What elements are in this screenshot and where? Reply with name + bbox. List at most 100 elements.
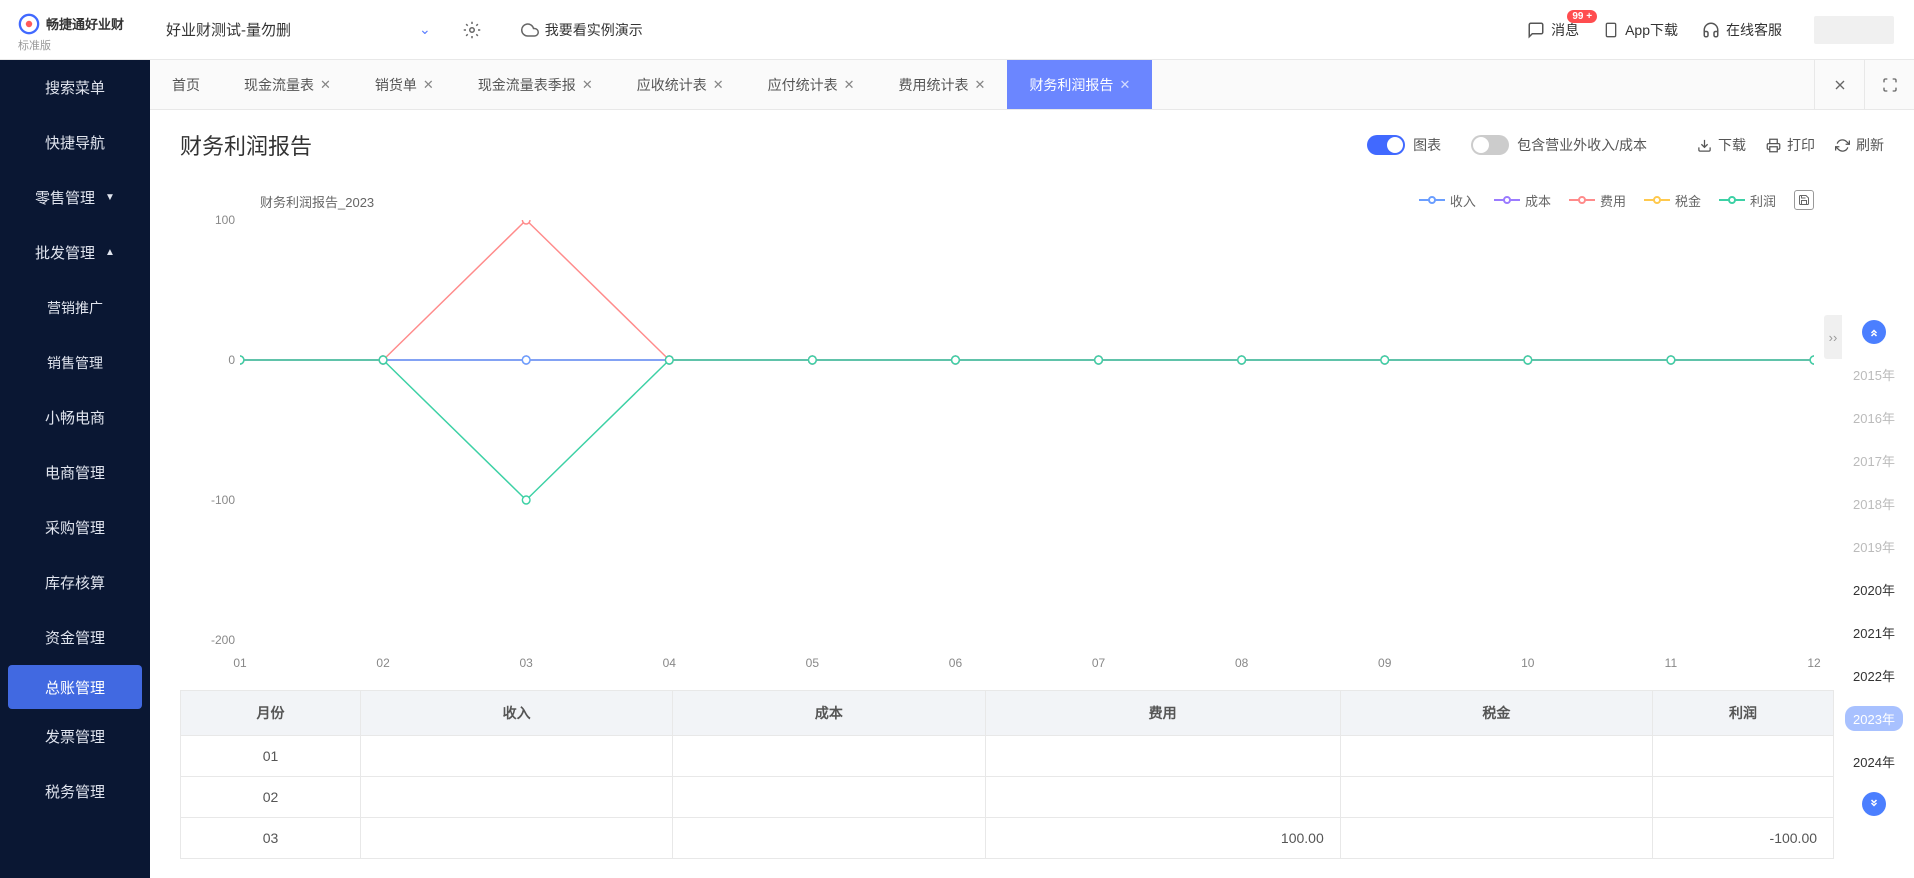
legend-label: 成本 xyxy=(1525,191,1551,210)
legend-item-profit[interactable]: 利润 xyxy=(1719,191,1776,210)
close-icon[interactable]: ✕ xyxy=(1119,77,1130,93)
refresh-icon xyxy=(1835,138,1850,153)
sidebar-item-label: 电商管理 xyxy=(45,462,105,483)
chart-toggle[interactable] xyxy=(1367,135,1405,155)
chart-plot-area xyxy=(240,220,1814,640)
year-selector: 2015年 2016年 2017年 2018年 2019年 2020年 2021年 2022年… xyxy=(1844,320,1904,816)
year-item-2024年[interactable]: 2024年 xyxy=(1845,749,1903,774)
cloud-icon xyxy=(521,21,539,39)
year-item-2019年[interactable]: 2019年 xyxy=(1845,534,1903,559)
sidebar-item-label: 零售管理 xyxy=(35,187,95,208)
legend-item-tax[interactable]: 税金 xyxy=(1644,191,1701,210)
avatar[interactable] xyxy=(1814,16,1894,44)
year-item-2023年[interactable]: 2023年 xyxy=(1845,706,1903,731)
table-cell xyxy=(986,736,1341,776)
sidebar-item-7[interactable]: 电商管理 xyxy=(0,445,150,500)
chart-title: 财务利润报告_2023 xyxy=(260,192,374,211)
sidebar-item-0[interactable]: 搜索菜单 xyxy=(0,60,150,115)
y-axis-label: 100 xyxy=(180,213,235,227)
legend-label: 费用 xyxy=(1600,191,1626,210)
tab-2[interactable]: 销货单✕ xyxy=(353,60,456,109)
x-axis-label: 11 xyxy=(1665,656,1677,670)
legend-item-expense[interactable]: 费用 xyxy=(1569,191,1626,210)
tab-0[interactable]: 首页 xyxy=(150,60,222,109)
x-axis-label: 05 xyxy=(806,656,819,670)
tab-7[interactable]: 财务利润报告✕ xyxy=(1007,60,1152,109)
sidebar-item-3[interactable]: 批发管理▲ xyxy=(0,225,150,280)
logo-area: 畅捷通好业财 标准版 xyxy=(0,7,150,53)
sidebar-item-11[interactable]: 总账管理 xyxy=(8,665,142,709)
refresh-button[interactable]: 刷新 xyxy=(1835,135,1884,155)
year-item-2015年[interactable]: 2015年 xyxy=(1845,362,1903,387)
sidebar-item-12[interactable]: 发票管理 xyxy=(0,709,150,764)
online-service-button[interactable]: 在线客服 xyxy=(1702,20,1782,40)
fullscreen-icon xyxy=(1882,77,1898,93)
include-external-toggle[interactable] xyxy=(1471,135,1509,155)
table-header-cell: 成本 xyxy=(673,691,985,735)
table-row: 01 xyxy=(181,736,1833,777)
mobile-icon xyxy=(1603,22,1619,38)
sidebar-item-label: 营销推广 xyxy=(47,298,103,318)
download-button[interactable]: 下载 xyxy=(1697,135,1746,155)
close-icon[interactable]: ✕ xyxy=(582,77,593,93)
refresh-label: 刷新 xyxy=(1856,135,1884,155)
close-icon[interactable]: ✕ xyxy=(844,77,855,93)
year-item-2021年[interactable]: 2021年 xyxy=(1845,620,1903,645)
sidebar-item-1[interactable]: 快捷导航 xyxy=(0,115,150,170)
download-label: 下载 xyxy=(1718,135,1746,155)
tab-3[interactable]: 现金流量表季报✕ xyxy=(456,60,615,109)
table-cell xyxy=(1341,736,1653,776)
close-icon[interactable]: ✕ xyxy=(713,77,724,93)
legend-marker-icon xyxy=(1569,196,1595,204)
print-button[interactable]: 打印 xyxy=(1766,135,1815,155)
legend-marker-icon xyxy=(1419,196,1445,204)
online-service-label: 在线客服 xyxy=(1726,20,1782,40)
save-icon xyxy=(1798,194,1810,206)
app-download-button[interactable]: App下载 xyxy=(1603,20,1678,40)
table-cell xyxy=(361,777,673,817)
caret-up-icon: ▲ xyxy=(105,247,115,258)
tab-4[interactable]: 应收统计表✕ xyxy=(615,60,746,109)
legend-label: 利润 xyxy=(1750,191,1776,210)
collapse-panel-button[interactable]: ›› xyxy=(1824,315,1842,359)
tab-fullscreen-button[interactable] xyxy=(1864,60,1914,109)
tenant-select[interactable]: 好业财测试-量勿删 ⌄ xyxy=(150,0,447,60)
tab-5[interactable]: 应付统计表✕ xyxy=(746,60,877,109)
year-item-2017年[interactable]: 2017年 xyxy=(1845,448,1903,473)
y-axis-label: -200 xyxy=(180,633,235,647)
sidebar-item-label: 采购管理 xyxy=(45,517,105,538)
demo-link[interactable]: 我要看实例演示 xyxy=(521,20,643,40)
table-header-cell: 利润 xyxy=(1653,691,1833,735)
close-icon[interactable]: ✕ xyxy=(975,77,986,93)
legend-item-income[interactable]: 收入 xyxy=(1419,191,1476,210)
sidebar-item-2[interactable]: 零售管理▼ xyxy=(0,170,150,225)
sidebar-item-6[interactable]: 小畅电商 xyxy=(0,390,150,445)
close-icon[interactable]: ✕ xyxy=(423,77,434,93)
legend-item-cost[interactable]: 成本 xyxy=(1494,191,1551,210)
sidebar-item-label: 搜索菜单 xyxy=(45,77,105,98)
year-item-2020年[interactable]: 2020年 xyxy=(1845,577,1903,602)
chart-save-button[interactable] xyxy=(1794,190,1814,210)
year-scroll-down-button[interactable] xyxy=(1862,792,1886,816)
year-item-2022年[interactable]: 2022年 xyxy=(1845,663,1903,688)
messages-button[interactable]: 消息 99 + xyxy=(1527,20,1579,40)
year-scroll-up-button[interactable] xyxy=(1862,320,1886,344)
sidebar-item-8[interactable]: 采购管理 xyxy=(0,500,150,555)
settings-button[interactable] xyxy=(463,21,481,39)
y-axis-label: 0 xyxy=(180,353,235,367)
sidebar-item-10[interactable]: 资金管理 xyxy=(0,610,150,665)
tab-6[interactable]: 费用统计表✕ xyxy=(877,60,1008,109)
sidebar-item-13[interactable]: 税务管理 xyxy=(0,764,150,819)
messages-label: 消息 xyxy=(1551,20,1579,40)
profit-table: 月份收入成本费用税金利润010203100.00-100.00 xyxy=(180,690,1834,859)
x-axis-label: 12 xyxy=(1807,656,1820,670)
chart-toggle-label: 图表 xyxy=(1413,135,1441,155)
year-item-2018年[interactable]: 2018年 xyxy=(1845,491,1903,516)
year-item-2016年[interactable]: 2016年 xyxy=(1845,405,1903,430)
tab-1[interactable]: 现金流量表✕ xyxy=(222,60,353,109)
sidebar-item-9[interactable]: 库存核算 xyxy=(0,555,150,610)
close-icon[interactable]: ✕ xyxy=(320,77,331,93)
sidebar-item-4[interactable]: 营销推广 xyxy=(0,280,150,335)
sidebar-item-5[interactable]: 销售管理 xyxy=(0,335,150,390)
tab-close-all-button[interactable] xyxy=(1814,60,1864,109)
